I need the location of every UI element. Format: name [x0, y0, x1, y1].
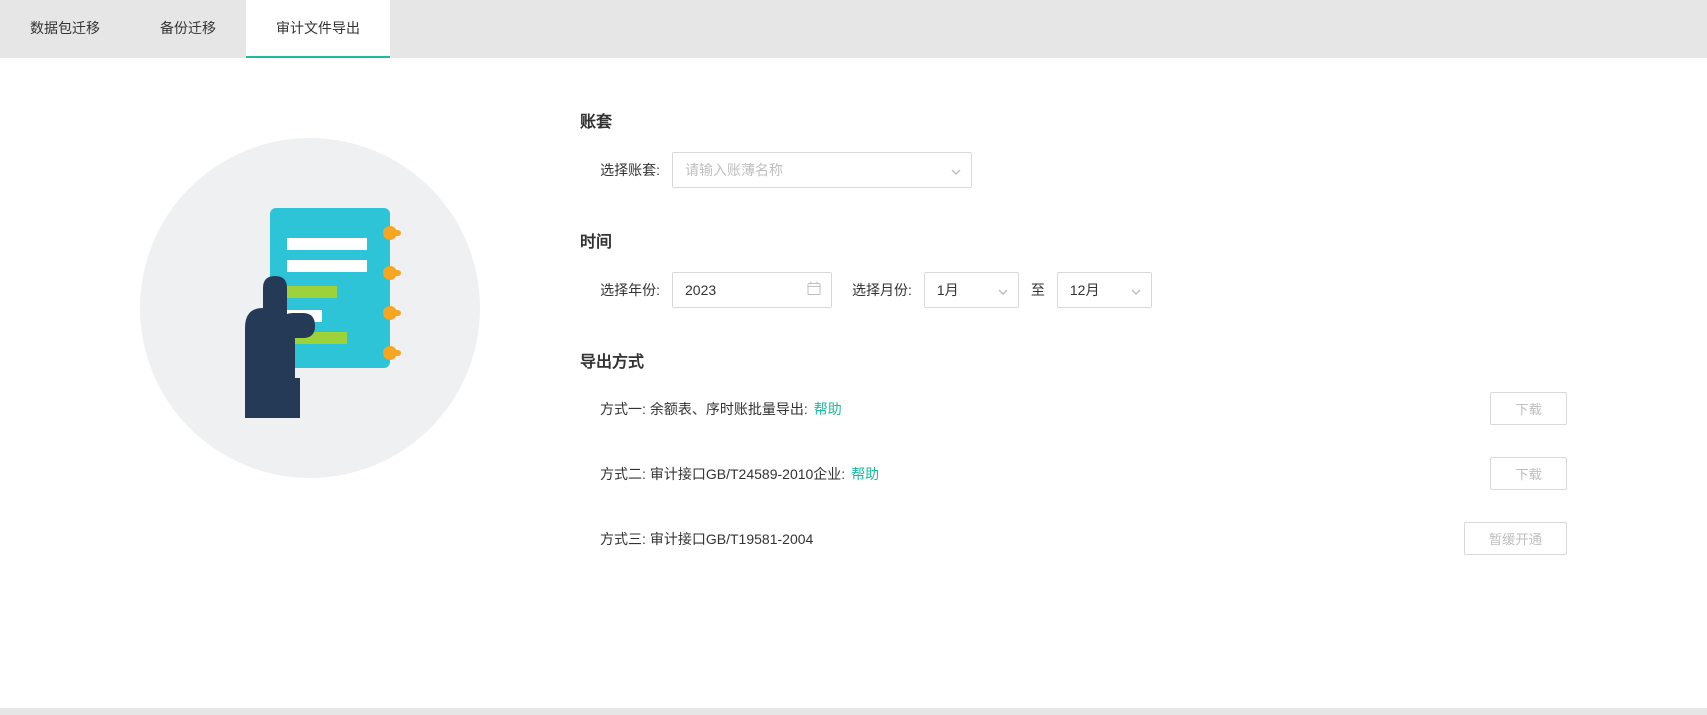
month-start-value: 1月	[937, 280, 959, 300]
month-label: 选择月份:	[852, 280, 912, 300]
export-method-1: 方式一: 余额表、序时账批量导出: 帮助 下载	[580, 392, 1647, 425]
help-link[interactable]: 帮助	[851, 464, 879, 484]
illustration-circle	[140, 138, 480, 478]
section-title-time: 时间	[580, 228, 1647, 252]
method-label: 方式一:	[600, 399, 646, 419]
clipboard-hand-icon	[215, 198, 405, 418]
account-select[interactable]: 请输入账薄名称	[672, 152, 972, 188]
month-end-value: 12月	[1070, 280, 1100, 300]
method-desc: 审计接口GB/T24589-2010企业:	[650, 464, 845, 484]
illustration-panel	[60, 108, 560, 658]
download-button-2[interactable]: 下载	[1490, 457, 1567, 490]
tab-audit-export[interactable]: 审计文件导出	[246, 0, 390, 58]
month-end-select[interactable]: 12月	[1057, 272, 1152, 308]
download-button-1[interactable]: 下载	[1490, 392, 1567, 425]
tab-label: 审计文件导出	[276, 20, 360, 36]
range-separator: 至	[1031, 280, 1045, 300]
method-desc: 审计接口GB/T19581-2004	[650, 529, 813, 549]
year-value: 2023	[685, 282, 716, 298]
export-method-2: 方式二: 审计接口GB/T24589-2010企业: 帮助 下载	[580, 457, 1647, 490]
chevron-down-icon	[1131, 282, 1141, 298]
month-start-select[interactable]: 1月	[924, 272, 1019, 308]
method-label: 方式二:	[600, 464, 646, 484]
tab-bar: 数据包迁移 备份迁移 审计文件导出	[0, 0, 1707, 58]
section-export: 导出方式 方式一: 余额表、序时账批量导出: 帮助 下载 方式二: 审计接口GB…	[580, 348, 1647, 555]
year-label: 选择年份:	[580, 280, 660, 300]
chevron-down-icon	[951, 162, 961, 178]
section-title-export: 导出方式	[580, 348, 1647, 372]
time-field-row: 选择年份: 2023 选择月份: 1月 至 12月	[580, 272, 1647, 308]
method-desc: 余额表、序时账批量导出:	[650, 399, 808, 419]
help-link[interactable]: 帮助	[814, 399, 842, 419]
chevron-down-icon	[998, 282, 1008, 298]
method-label: 方式三:	[600, 529, 646, 549]
export-method-3: 方式三: 审计接口GB/T19581-2004 暂缓开通	[580, 522, 1647, 555]
tab-data-migration[interactable]: 数据包迁移	[0, 0, 130, 58]
pending-button-3[interactable]: 暂缓开通	[1464, 522, 1567, 555]
main-content: 账套 选择账套: 请输入账薄名称 时间 选择年份: 2023	[0, 58, 1707, 708]
calendar-icon	[807, 282, 821, 299]
tab-backup-migration[interactable]: 备份迁移	[130, 0, 246, 58]
section-time: 时间 选择年份: 2023 选择月份: 1月 至	[580, 228, 1647, 308]
section-title-account: 账套	[580, 108, 1647, 132]
form-area: 账套 选择账套: 请输入账薄名称 时间 选择年份: 2023	[560, 108, 1647, 658]
tab-label: 备份迁移	[160, 20, 216, 36]
tab-label: 数据包迁移	[30, 20, 100, 36]
year-select[interactable]: 2023	[672, 272, 832, 308]
account-select-label: 选择账套:	[580, 160, 660, 180]
account-select-placeholder: 请输入账薄名称	[685, 160, 783, 180]
account-field-row: 选择账套: 请输入账薄名称	[580, 152, 1647, 188]
section-account: 账套 选择账套: 请输入账薄名称	[580, 108, 1647, 188]
